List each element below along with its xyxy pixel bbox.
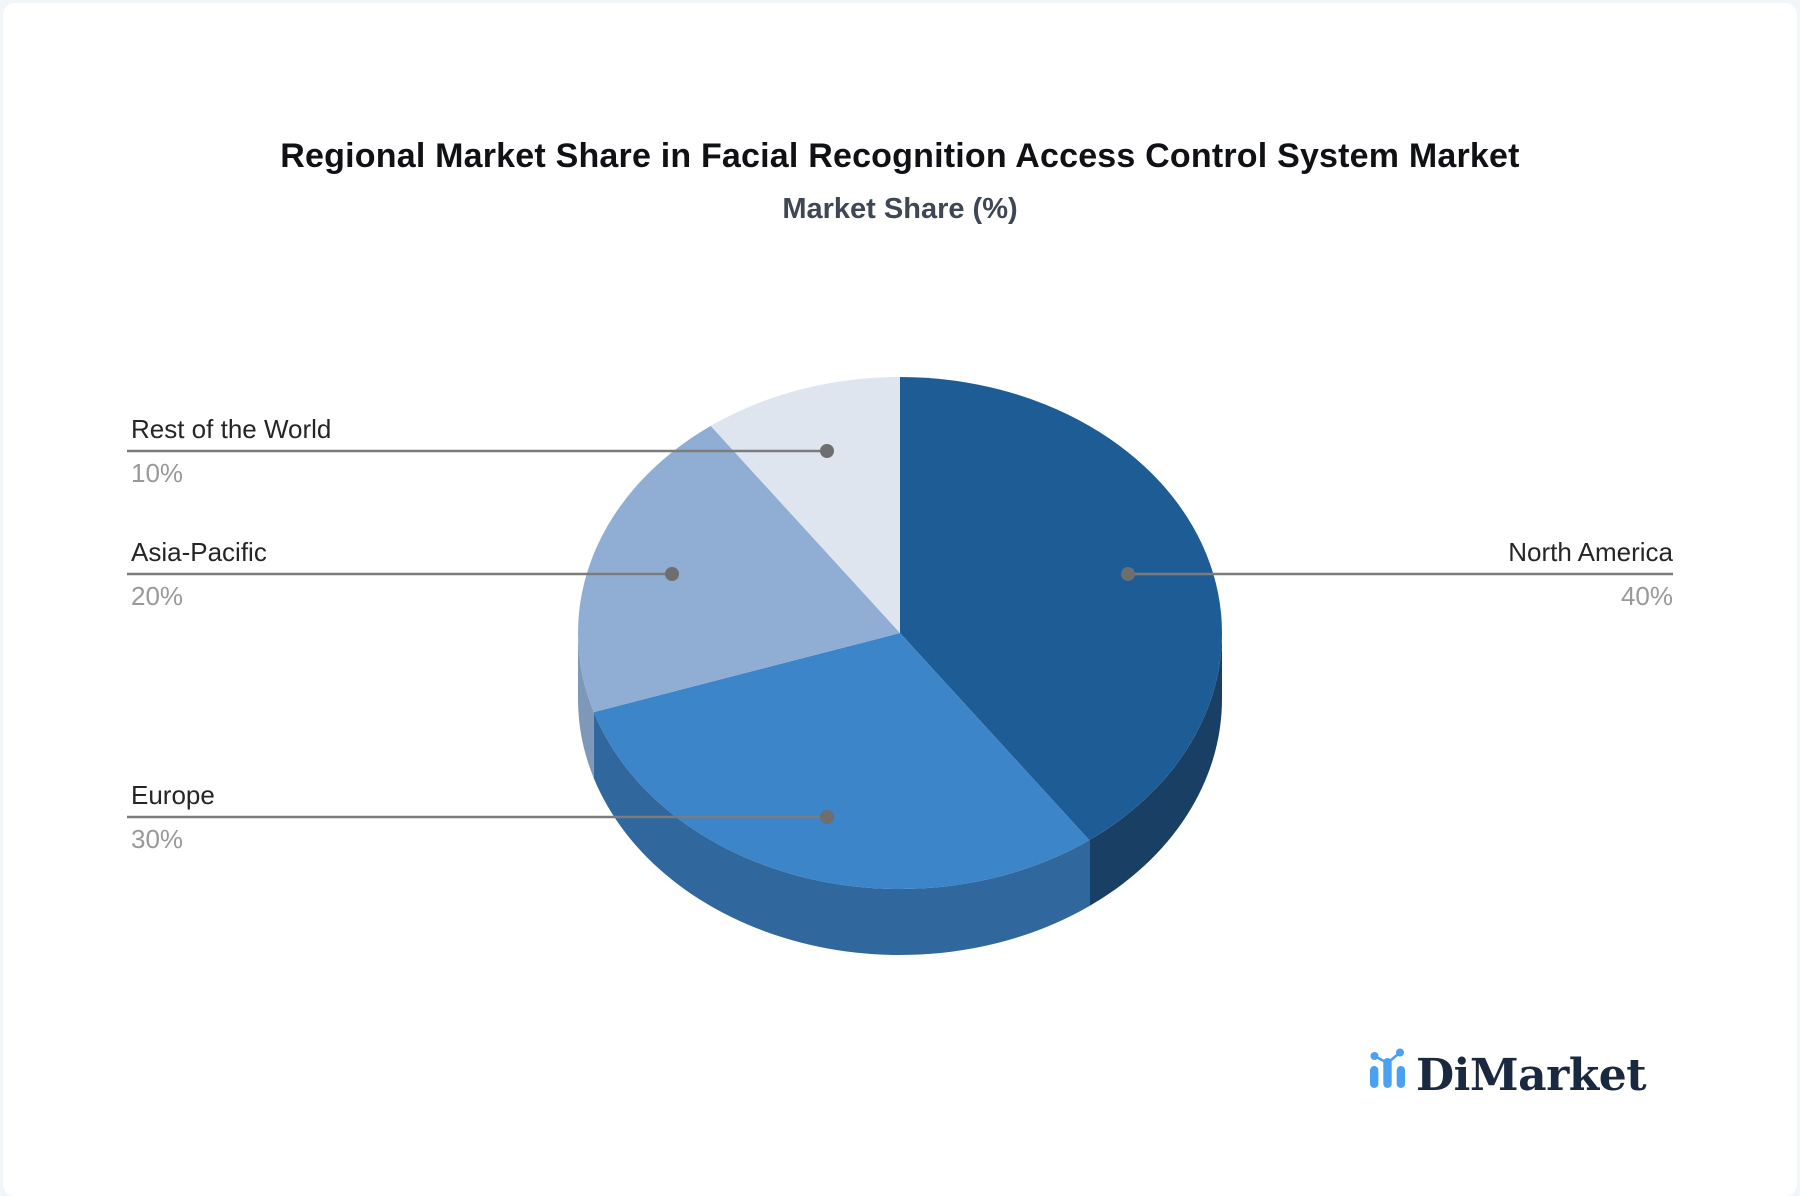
pie-slice-europe [593, 633, 1090, 890]
brand-name: DiMarket [1416, 1050, 1647, 1101]
slice-label-rest-of-the-world: Rest of the World [131, 414, 332, 444]
slice-pct-rest-of-the-world: 10% [131, 458, 184, 488]
slice-pct-asia-pacific: 20% [131, 581, 184, 611]
slice-label-north-america: North America [1508, 537, 1673, 567]
pie-slice-side-north-america [1089, 633, 1222, 907]
bar-chart-logo-icon [1370, 1048, 1406, 1088]
leader-dot-north-america [1121, 567, 1135, 581]
chart-subtitle: Market Share (%) [782, 193, 1018, 225]
slice-label-asia-pacific: Asia-Pacific [131, 537, 267, 567]
slice-pct-europe: 30% [131, 824, 184, 854]
pie-slice-north-america [900, 377, 1223, 841]
pie-slice-rest-of-the-world [710, 377, 900, 633]
pie-slice-side-europe [593, 712, 1090, 956]
leader-dot-rest-of-the-world [820, 444, 834, 458]
leader-dot-asia-pacific [665, 567, 679, 581]
chart-title: Regional Market Share in Facial Recognit… [280, 137, 1520, 175]
pie-slice-side-asia-pacific [577, 633, 594, 779]
brand-logo: DiMarket [1362, 1040, 1662, 1110]
pie-slice-asia-pacific [577, 425, 900, 713]
leader-dot-europe [820, 810, 834, 824]
slice-pct-north-america: 40% [1620, 581, 1673, 611]
slice-label-europe: Europe [131, 780, 215, 810]
